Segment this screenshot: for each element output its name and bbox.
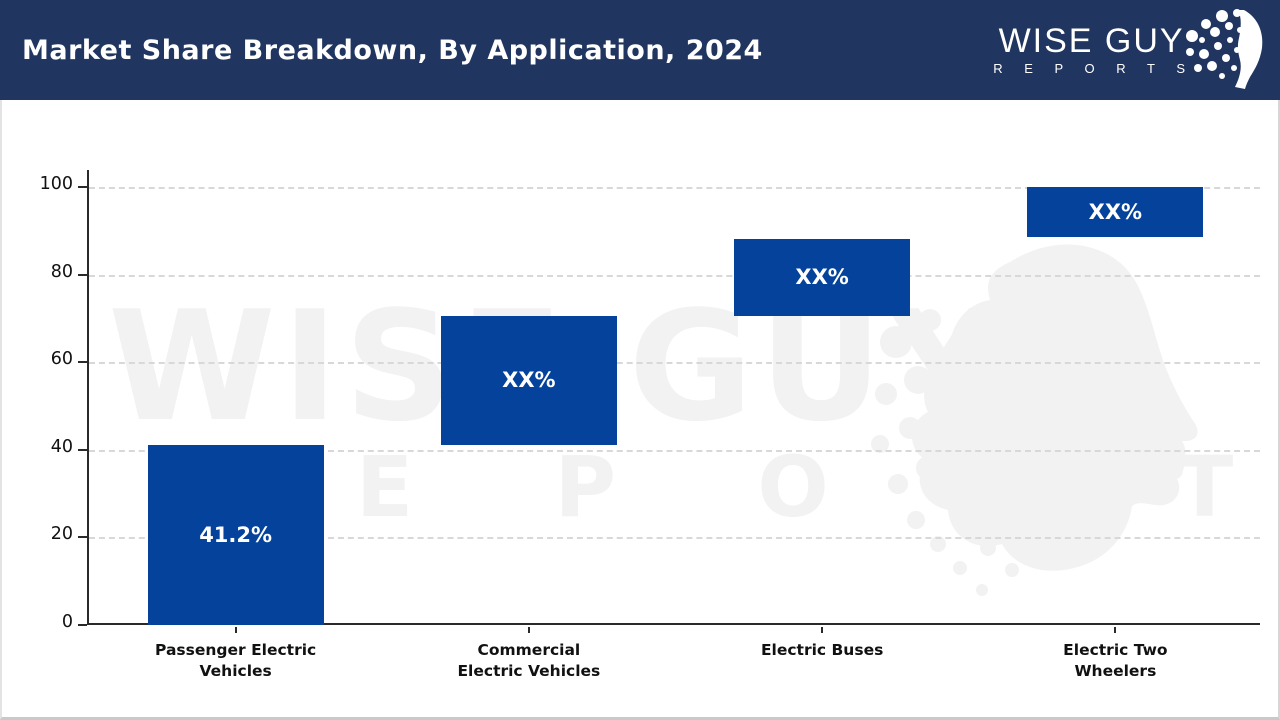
- gridline-60: [89, 362, 1260, 365]
- bar-value-label: XX%: [1088, 200, 1143, 225]
- y-tick-label: 20: [50, 524, 73, 545]
- x-category-label: Passenger Electric Vehicles: [155, 641, 317, 680]
- x-tick-mark: [234, 627, 237, 633]
- wise-guy-logo: WISE GUY R E P O R T S: [989, 6, 1268, 94]
- y-tick-mark: [78, 624, 87, 626]
- y-tick-label: 60: [50, 349, 73, 370]
- logo-text: WISE GUY R E P O R T S: [989, 21, 1194, 77]
- y-tick-label: 100: [39, 174, 73, 194]
- y-tick-label: 0: [61, 612, 73, 632]
- y-tick-mark: [78, 361, 87, 364]
- logo-wordmark: WISE GUY: [998, 21, 1185, 60]
- y-tick-mark: [78, 186, 87, 188]
- bar-segment-2: XX%: [440, 316, 617, 445]
- bar-value-label: 41.2%: [199, 522, 273, 547]
- y-tick-label: 40: [50, 436, 73, 457]
- header-bar: Market Share Breakdown, By Application, …: [0, 0, 1280, 100]
- bar-value-label: XX%: [502, 368, 556, 393]
- gridline-20: [89, 537, 1260, 540]
- x-tick-mark: [821, 627, 824, 633]
- x-category-label: Electric Two Wheelers: [1063, 641, 1168, 680]
- x-category-label: Commercial Electric Vehicles: [457, 641, 601, 680]
- x-category-label: Electric Buses: [760, 641, 884, 659]
- bar-segment-4: XX%: [1027, 187, 1204, 238]
- gridline-100: [89, 187, 1260, 189]
- plot-area: 0 20 40 60 80 100 41.2% Passenger Electric Vehic…: [40, 170, 1260, 680]
- y-tick-mark: [78, 273, 87, 276]
- x-tick-mark: [1114, 627, 1117, 633]
- y-tick-mark: [78, 448, 87, 451]
- page-title: Market Share Breakdown, By Application, …: [22, 34, 763, 66]
- bar-value-label: XX%: [795, 265, 849, 290]
- gridline-40: [89, 449, 1260, 452]
- logo-subtitle: R E P O R T S: [993, 61, 1194, 77]
- gridline-80: [89, 274, 1260, 277]
- chart-canvas: WISE GUY R E P O R T S 02040608010041.2%…: [2, 100, 1278, 717]
- watermark-head-icon: [860, 222, 1278, 636]
- bar-segment-1: 41.2%: [147, 444, 324, 625]
- logo-head-icon: [1182, 6, 1268, 94]
- y-tick-mark: [78, 536, 87, 539]
- y-tick-label: 80: [50, 261, 73, 282]
- x-tick-mark: [527, 627, 530, 633]
- bar-segment-3: XX%: [734, 238, 911, 317]
